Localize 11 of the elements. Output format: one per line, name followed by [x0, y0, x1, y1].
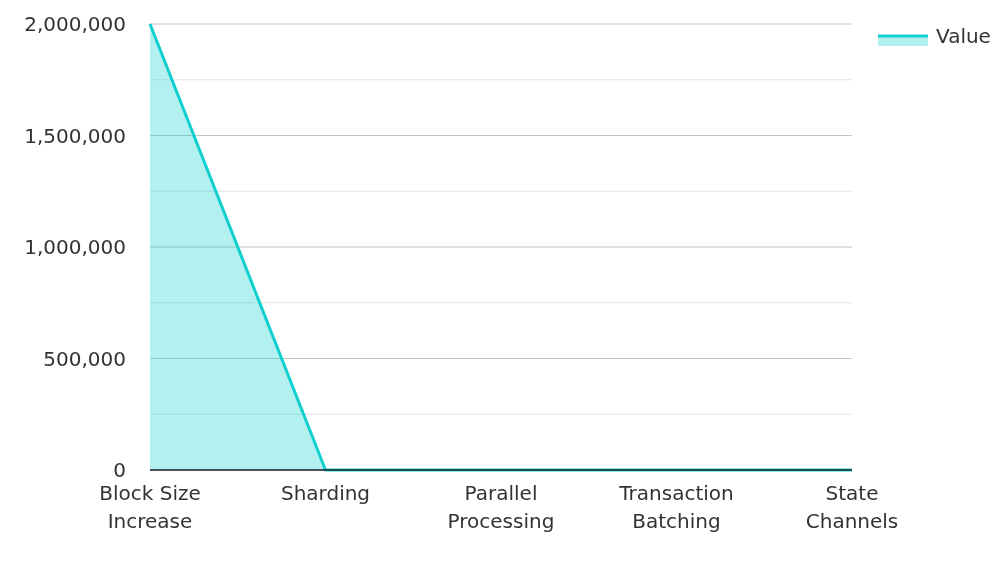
x-tick-label: Transaction Batching: [618, 481, 734, 533]
y-tick-label: 500,000: [43, 346, 126, 371]
y-tick-label: 1,500,000: [24, 123, 126, 148]
legend-label: Value: [936, 24, 991, 48]
y-tick-label: 2,000,000: [24, 12, 126, 36]
y-tick-label: 1,000,000: [24, 235, 126, 259]
y-tick-label: 0: [113, 458, 126, 482]
x-tick-label: Parallel Processing: [447, 481, 555, 533]
x-tick-label: Block Size Increase: [99, 481, 201, 533]
x-tick-label: State Channels: [805, 481, 899, 533]
x-tick-label: Sharding: [280, 481, 371, 505]
